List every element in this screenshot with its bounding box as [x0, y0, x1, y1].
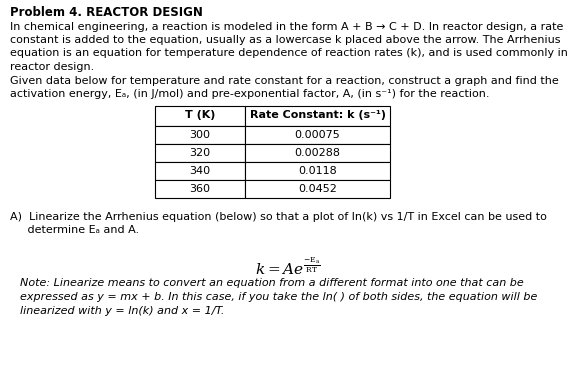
Bar	[155, 144, 245, 162]
Text: equation is an equation for temperature dependence of reaction rates (k), and is: equation is an equation for temperature …	[10, 48, 568, 59]
Text: A)  Linearize the Arrhenius equation (below) so that a plot of ln(k) vs 1/T in E: A) Linearize the Arrhenius equation (bel…	[10, 211, 547, 221]
Text: 0.0118: 0.0118	[298, 165, 337, 176]
Text: 300: 300	[189, 130, 211, 139]
Text: Problem 4. REACTOR DESIGN: Problem 4. REACTOR DESIGN	[10, 6, 203, 19]
Bar	[155, 179, 245, 197]
Text: 0.00288: 0.00288	[294, 147, 340, 157]
Text: T (K): T (K)	[185, 110, 215, 120]
Text: reactor design.: reactor design.	[10, 62, 94, 72]
Bar	[155, 125, 245, 144]
Bar	[245, 106, 390, 125]
Text: In chemical engineering, a reaction is modeled in the form A + B → C + D. In rea: In chemical engineering, a reaction is m…	[10, 21, 563, 32]
Text: 340: 340	[189, 165, 211, 176]
Text: constant is added to the equation, usually as a lowercase k placed above the arr: constant is added to the equation, usual…	[10, 35, 560, 45]
Text: $k = Ae^{\mathregular{\frac{-E_a}{RT}}}$: $k = Ae^{\mathregular{\frac{-E_a}{RT}}}$	[255, 256, 321, 277]
Text: linearized with y = ln(k) and x = 1/T.: linearized with y = ln(k) and x = 1/T.	[20, 306, 224, 315]
Bar	[245, 125, 390, 144]
Text: 320: 320	[189, 147, 211, 157]
Text: Note: Linearize means to convert an equation from a different format into one th: Note: Linearize means to convert an equa…	[20, 279, 524, 288]
Text: Rate Constant: k (s⁻¹): Rate Constant: k (s⁻¹)	[249, 110, 385, 120]
Bar	[245, 179, 390, 197]
Bar	[245, 162, 390, 179]
Text: activation energy, Eₐ, (in J/mol) and pre-exponential factor, A, (in s⁻¹) for th: activation energy, Eₐ, (in J/mol) and pr…	[10, 89, 489, 99]
Text: expressed as y = mx + b. In this case, if you take the ln( ) of both sides, the : expressed as y = mx + b. In this case, i…	[20, 292, 537, 302]
Text: 360: 360	[189, 184, 211, 194]
Bar	[155, 106, 245, 125]
Text: 0.00075: 0.00075	[295, 130, 340, 139]
Text: Given data below for temperature and rate constant for a reaction, construct a g: Given data below for temperature and rat…	[10, 75, 559, 85]
Bar	[245, 144, 390, 162]
Text: determine Eₐ and A.: determine Eₐ and A.	[10, 225, 139, 235]
Text: 0.0452: 0.0452	[298, 184, 337, 194]
Bar	[155, 162, 245, 179]
